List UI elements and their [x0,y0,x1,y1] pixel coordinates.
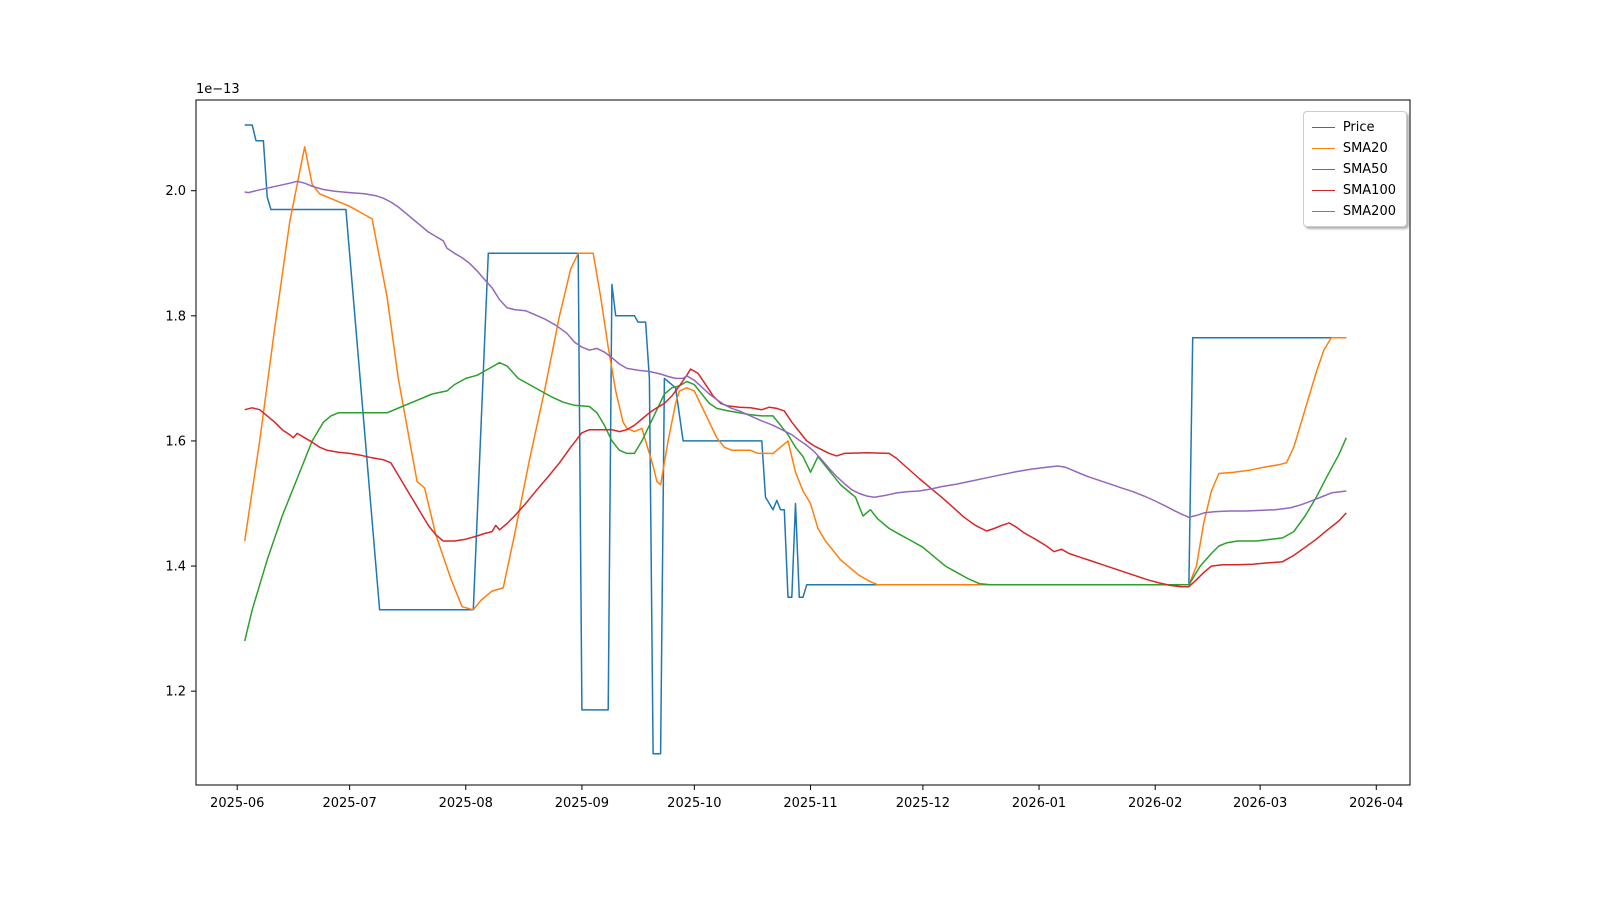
legend-label: SMA50 [1342,161,1388,177]
legend-entry-sma200: SMA200 [1311,202,1396,220]
legend: Price SMA20 SMA50 SMA100 SMA200 [1302,111,1407,227]
series-sma100-line [244,368,1347,588]
plot-border [195,99,1411,786]
x-tick-label: 2026-04 [1349,796,1403,811]
x-tick-label: 2025-12 [896,796,950,811]
legend-label: SMA100 [1342,182,1396,198]
x-tick-label: 2026-01 [1012,796,1066,811]
y-axis-offset-label: 1e−13 [196,82,240,97]
legend-label: SMA20 [1342,140,1388,156]
y-tick-label: 1.2 [165,685,186,700]
y-tick-label: 1.8 [165,309,186,324]
y-tick-label: 1.6 [165,434,186,449]
legend-line-swatch [1311,126,1335,128]
series-sma200-line [244,180,1347,519]
legend-entry-price: Price [1311,118,1396,136]
x-tick-label: 2025-08 [439,796,493,811]
x-tick-label: 2025-10 [667,796,721,811]
x-tick-label: 2025-06 [210,796,264,811]
series-sma50-line [243,361,1347,642]
x-tick-label: 2025-11 [783,796,837,811]
legend-entry-sma100: SMA100 [1311,181,1396,199]
legend-label: SMA200 [1342,203,1396,219]
legend-entry-sma50: SMA50 [1311,160,1396,178]
x-tick-label: 2025-07 [322,796,376,811]
x-tick-label: 2025-09 [555,796,609,811]
y-tick-label: 1.4 [165,560,186,575]
series-sma20-line [243,146,1347,611]
legend-line-swatch [1311,210,1335,212]
y-tick-label: 2.0 [165,184,186,199]
legend-entry-sma20: SMA20 [1311,139,1396,157]
legend-label: Price [1342,119,1375,135]
legend-line-swatch [1311,147,1335,149]
x-tick-label: 2026-02 [1128,796,1182,811]
legend-line-swatch [1311,189,1335,191]
series-price-line [244,124,1347,755]
x-tick-label: 2026-03 [1233,796,1287,811]
legend-line-swatch [1311,168,1335,170]
